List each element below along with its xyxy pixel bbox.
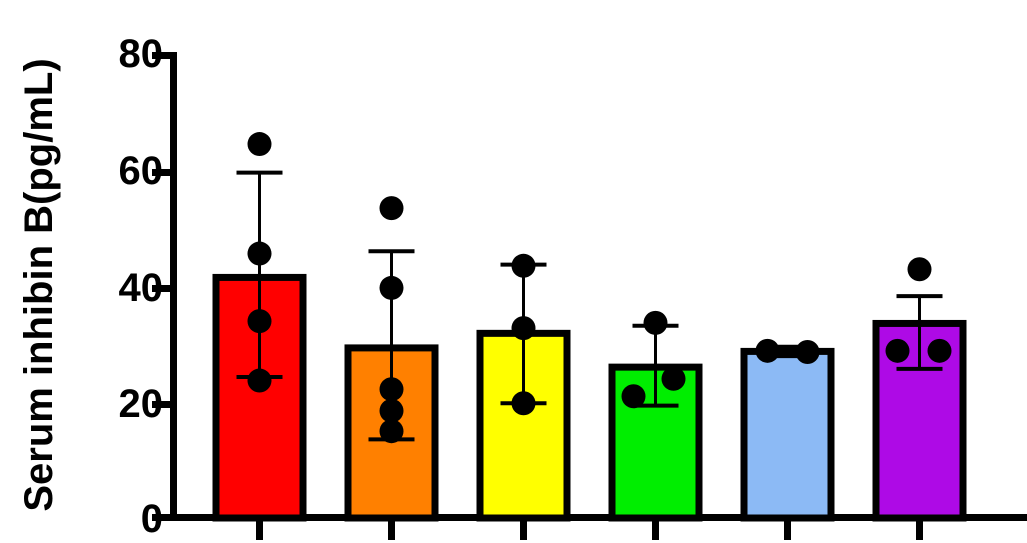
bar-5 <box>740 347 835 522</box>
data-point-2-3 <box>379 377 404 402</box>
data-point-6-1 <box>907 257 932 282</box>
data-point-5-2 <box>795 339 820 364</box>
data-point-6-2 <box>885 338 910 363</box>
data-point-3-3 <box>511 391 536 416</box>
data-point-4-1 <box>643 310 668 335</box>
data-point-4-2 <box>621 384 646 409</box>
y-axis-label: Serum inhibin B(pg/mL) <box>17 58 61 511</box>
data-point-2-1 <box>379 196 404 221</box>
data-point-3-1 <box>511 253 536 278</box>
data-point-2-4 <box>379 398 404 423</box>
data-point-1-2 <box>247 241 272 266</box>
error-bars-layer <box>236 170 943 442</box>
data-point-2-5 <box>379 419 404 444</box>
data-point-4-3 <box>661 366 686 391</box>
data-point-6-3 <box>927 338 952 363</box>
data-point-5-1 <box>755 338 780 363</box>
data-point-1-4 <box>247 368 272 393</box>
data-point-2-2 <box>379 275 404 300</box>
data-points-layer <box>247 132 952 444</box>
data-point-3-2 <box>511 316 536 341</box>
y-tick-label-0: 0 <box>141 497 163 541</box>
data-point-1-3 <box>247 309 272 334</box>
bars-layer <box>212 273 967 522</box>
data-point-1-1 <box>247 132 272 157</box>
